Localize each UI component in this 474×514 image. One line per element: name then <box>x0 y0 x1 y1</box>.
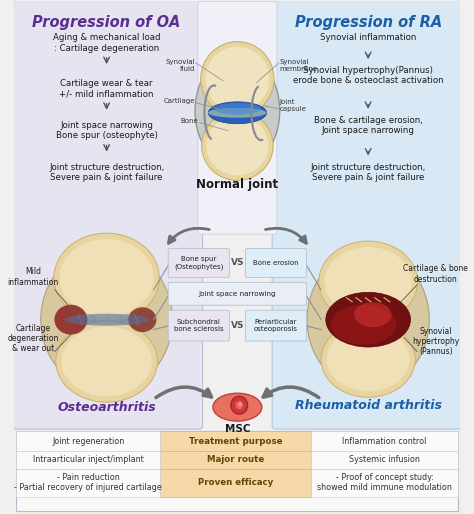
FancyBboxPatch shape <box>198 2 277 234</box>
Bar <box>160 469 311 497</box>
Bar <box>16 431 458 510</box>
Ellipse shape <box>319 241 418 323</box>
Ellipse shape <box>327 327 410 391</box>
Text: Bone & cartilage erosion,
Joint space narrowing: Bone & cartilage erosion, Joint space na… <box>314 116 423 135</box>
Ellipse shape <box>201 42 274 116</box>
Text: Synovial inflammation: Synovial inflammation <box>320 33 416 42</box>
Bar <box>311 431 458 451</box>
Ellipse shape <box>307 250 429 389</box>
Ellipse shape <box>330 305 396 344</box>
Text: VS: VS <box>231 259 244 267</box>
Ellipse shape <box>195 53 280 168</box>
Text: - Pain reduction
- Partial recovery of injured cartilage: - Pain reduction - Partial recovery of i… <box>14 473 162 492</box>
Text: VS: VS <box>231 321 244 330</box>
Text: Bone spur
(Osteophytes): Bone spur (Osteophytes) <box>174 256 224 270</box>
Ellipse shape <box>41 248 173 392</box>
FancyBboxPatch shape <box>246 249 307 278</box>
Circle shape <box>231 396 248 414</box>
Text: Joint structure destruction,
Severe pain & joint failure: Joint structure destruction, Severe pain… <box>310 162 426 182</box>
Text: Cartilage
degeneration
& wear out: Cartilage degeneration & wear out <box>8 324 59 354</box>
Text: Cartilage: Cartilage <box>164 98 195 104</box>
Ellipse shape <box>60 239 154 317</box>
Text: Rheumatoid arthritis: Rheumatoid arthritis <box>295 399 442 412</box>
Text: Systemic infusion: Systemic infusion <box>349 455 420 464</box>
Bar <box>16 451 160 469</box>
Text: Mild
inflammation: Mild inflammation <box>8 267 59 287</box>
Text: Synovial hypertrophy(Pannus)
erode bone & osteoclast activation: Synovial hypertrophy(Pannus) erode bone … <box>293 66 444 85</box>
Text: Joint regeneration: Joint regeneration <box>52 436 124 446</box>
Bar <box>311 469 458 497</box>
Bar <box>160 451 311 469</box>
Circle shape <box>238 402 242 406</box>
Ellipse shape <box>206 116 268 175</box>
Text: Joint space narrowing: Joint space narrowing <box>199 291 276 297</box>
Text: Bone: Bone <box>180 118 198 124</box>
Text: Joint structure destruction,
Severe pain & joint failure: Joint structure destruction, Severe pain… <box>49 162 164 182</box>
FancyBboxPatch shape <box>272 1 461 429</box>
FancyBboxPatch shape <box>13 1 202 429</box>
Text: Progression of OA: Progression of OA <box>32 15 181 30</box>
Ellipse shape <box>55 305 87 335</box>
Text: Cartilage wear & tear
+/- mild inflammation: Cartilage wear & tear +/- mild inflammat… <box>59 79 154 98</box>
Ellipse shape <box>205 47 269 112</box>
Ellipse shape <box>326 292 410 347</box>
Ellipse shape <box>208 108 266 118</box>
Text: Osteoarthritis: Osteoarthritis <box>57 401 156 414</box>
Text: Synovial
fluid: Synovial fluid <box>165 59 195 72</box>
Text: Intraarticular inject/implant: Intraarticular inject/implant <box>33 455 144 464</box>
Ellipse shape <box>321 322 415 397</box>
Text: Bone erosion: Bone erosion <box>253 260 299 266</box>
Ellipse shape <box>54 233 159 323</box>
Text: Inflammation control: Inflammation control <box>342 436 427 446</box>
Text: Joint
capsule: Joint capsule <box>280 99 307 113</box>
FancyBboxPatch shape <box>168 310 229 341</box>
Text: Aging & mechanical load
: Cartilage degeneration: Aging & mechanical load : Cartilage dege… <box>53 33 160 52</box>
Text: - Proof of concept study:
showed mild immune modulation: - Proof of concept study: showed mild im… <box>317 473 452 492</box>
Bar <box>16 469 160 497</box>
Circle shape <box>235 401 244 410</box>
Text: Synovial
membrane: Synovial membrane <box>280 59 318 72</box>
Text: Synovial
hypertrophy
(Pannus): Synovial hypertrophy (Pannus) <box>412 327 459 357</box>
Ellipse shape <box>128 307 156 332</box>
FancyBboxPatch shape <box>246 310 307 341</box>
FancyBboxPatch shape <box>168 282 307 305</box>
Text: Progression of RA: Progression of RA <box>294 15 442 30</box>
Ellipse shape <box>56 321 157 402</box>
Ellipse shape <box>214 103 261 115</box>
Ellipse shape <box>324 247 412 317</box>
Text: Proven efficacy: Proven efficacy <box>198 478 273 487</box>
Ellipse shape <box>62 326 152 396</box>
Bar <box>16 431 160 451</box>
Text: Normal joint: Normal joint <box>196 178 278 191</box>
Text: Cartilage & bone
destruction: Cartilage & bone destruction <box>403 265 468 284</box>
Text: Joint space narrowing
Bone spur (osteophyte): Joint space narrowing Bone spur (osteoph… <box>55 121 157 140</box>
Text: Major route: Major route <box>207 455 264 464</box>
Text: Treatment purpose: Treatment purpose <box>189 436 282 446</box>
Bar <box>160 431 311 451</box>
Text: Subchondral
bone sclerosis: Subchondral bone sclerosis <box>174 319 224 332</box>
FancyBboxPatch shape <box>168 249 229 278</box>
Text: MSC: MSC <box>225 424 250 434</box>
Ellipse shape <box>201 111 273 180</box>
Bar <box>311 451 458 469</box>
Ellipse shape <box>208 102 266 124</box>
Ellipse shape <box>354 302 392 327</box>
Text: Periarticular
osteoporosis: Periarticular osteoporosis <box>254 319 298 332</box>
Ellipse shape <box>213 393 262 421</box>
Ellipse shape <box>64 314 149 326</box>
